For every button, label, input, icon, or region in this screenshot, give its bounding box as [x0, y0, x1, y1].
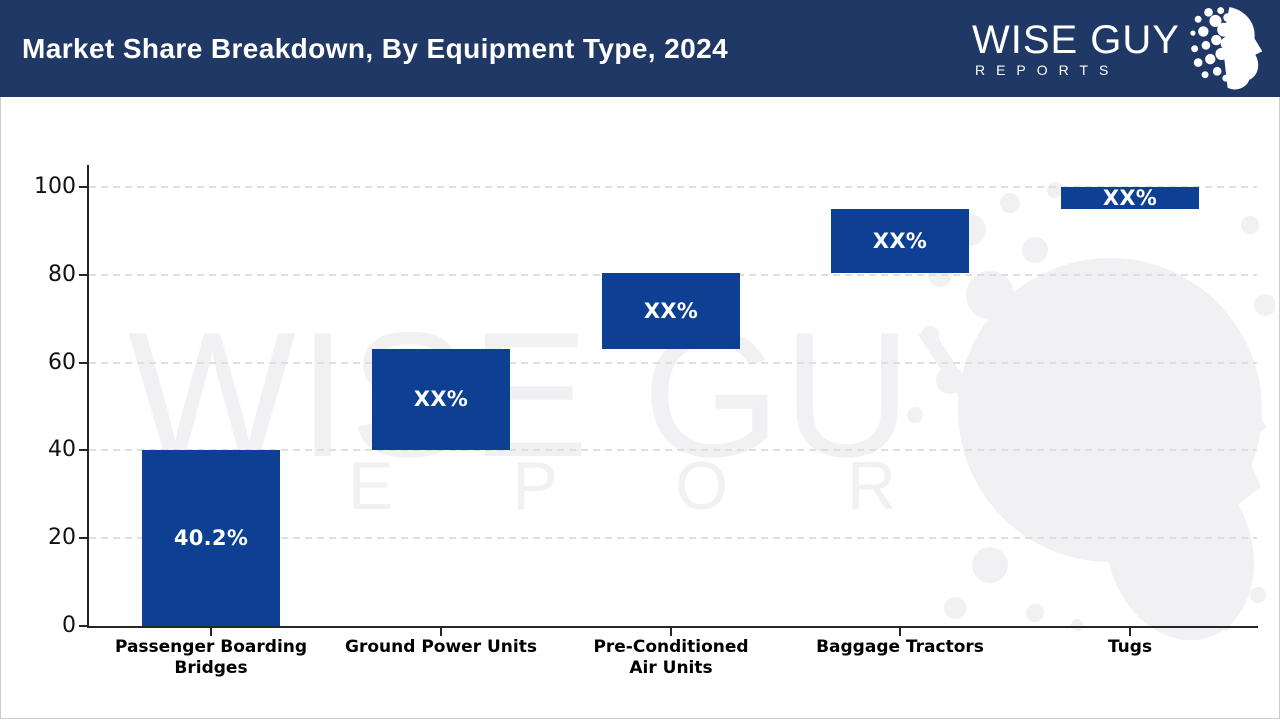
brand-logo: WISE GUY REPORTS — [972, 3, 1280, 95]
x-tick-label: Passenger Boarding Bridges — [114, 637, 308, 678]
x-axis-tick — [899, 628, 901, 636]
chart-area: WISE GUY R E P O R T S 0 — [0, 97, 1280, 720]
waterfall-bar: XX% — [1061, 185, 1199, 210]
x-axis-tick — [210, 628, 212, 636]
y-axis-tick — [79, 449, 88, 452]
x-axis-tick — [670, 628, 672, 636]
y-axis-tick — [79, 273, 88, 276]
bar-value-label: XX% — [413, 387, 469, 412]
x-tick-label: Ground Power Units — [345, 637, 537, 657]
x-axis-tick — [440, 628, 442, 636]
bar-value-label: 40.2% — [173, 525, 249, 550]
y-tick-label: 0 — [62, 613, 76, 638]
waterfall-bar: XX% — [602, 273, 740, 349]
x-tick-label: Tugs — [1107, 637, 1153, 657]
page-title: Market Share Breakdown, By Equipment Typ… — [22, 32, 729, 64]
x-tick-label: Baggage Tractors — [816, 637, 984, 657]
gridline — [89, 186, 1257, 188]
bar-value-label: XX% — [872, 228, 928, 253]
watermark-dotted-head-icon — [895, 165, 1276, 649]
gridline — [89, 537, 1257, 540]
y-tick-label: 60 — [48, 349, 76, 375]
waterfall-bar: 40.2% — [142, 449, 280, 626]
x-axis-tick — [1129, 628, 1131, 636]
gridline — [89, 361, 1257, 364]
brand-logo-text: WISE GUY REPORTS — [972, 20, 1180, 77]
y-axis-tick — [79, 361, 88, 364]
y-tick-label: 100 — [34, 174, 76, 199]
y-axis-spine — [87, 165, 89, 626]
gridline — [89, 449, 1257, 452]
bar-value-label: XX% — [1102, 185, 1158, 210]
y-axis-tick — [79, 186, 88, 188]
x-tick-label: Pre-Conditioned Air Units — [593, 637, 749, 678]
plot-area: 0 20 40 60 80 100 40.2% XX% XX% XX% XX% Passenger B… — [0, 97, 1280, 720]
waterfall-bar: XX% — [831, 208, 969, 274]
dotted-head-logo-icon — [1186, 3, 1264, 95]
brand-subtitle: REPORTS — [974, 62, 1120, 78]
waterfall-bar: XX% — [372, 348, 510, 450]
x-axis-spine — [87, 626, 1258, 628]
y-tick-label: 20 — [48, 525, 76, 551]
y-axis-tick — [79, 625, 88, 627]
y-tick-label: 80 — [48, 261, 76, 287]
y-axis-tick — [79, 537, 88, 540]
brand-name: WISE GUY — [971, 18, 1180, 62]
bar-value-label: XX% — [643, 299, 699, 323]
header-bar: Market Share Breakdown, By Equipment Typ… — [0, 0, 1280, 97]
y-tick-label: 40 — [48, 437, 76, 463]
